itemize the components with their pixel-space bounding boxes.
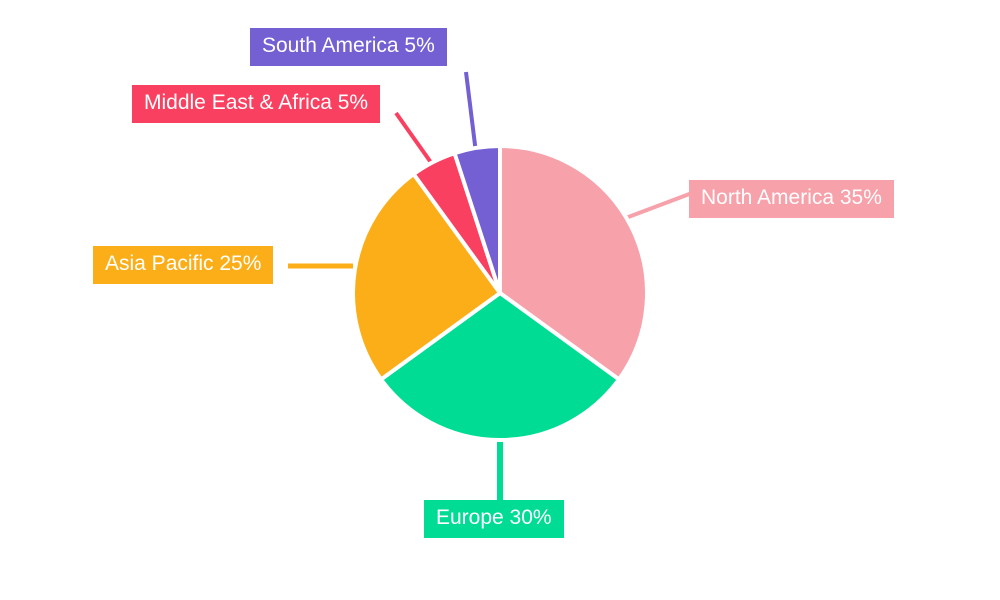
pie-label-asia-pacific[interactable]: Asia Pacific 25% — [93, 246, 274, 285]
pie-label-middle-east-africa[interactable]: Middle East & Africa 5% — [132, 85, 381, 124]
leader-line-south-america — [464, 71, 478, 154]
pie-slice-asia-pacific[interactable] — [351, 172, 502, 382]
pie-slice-europe[interactable] — [379, 291, 621, 443]
pie-label-europe[interactable]: Europe 30% — [424, 500, 564, 539]
pie-label-south-america[interactable]: South America 5% — [250, 28, 447, 67]
pie-slice-south-america[interactable] — [452, 144, 502, 295]
pie-slice-north-america[interactable] — [498, 144, 649, 382]
leader-line-middle-east-africa — [394, 111, 439, 173]
pie-label-north-america[interactable]: North America 35% — [689, 180, 894, 219]
leader-line-north-america — [622, 188, 701, 221]
